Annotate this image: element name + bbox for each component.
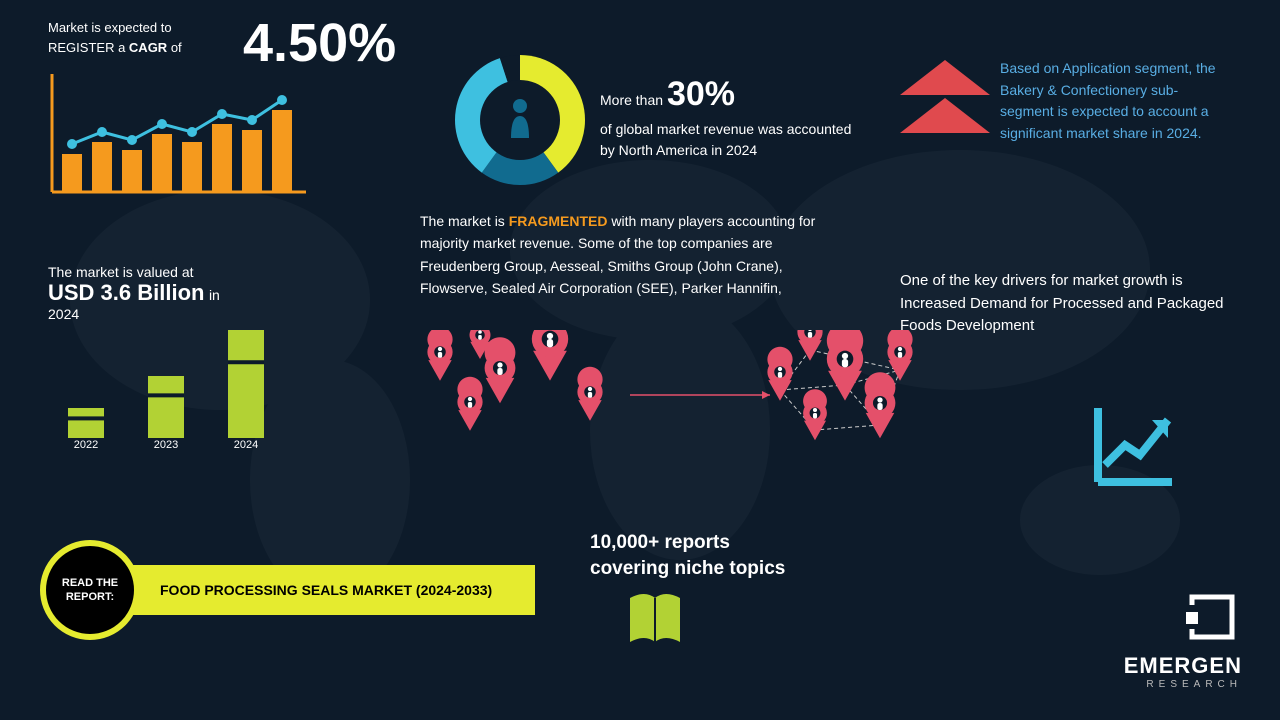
logo-name: EMERGEN <box>1124 653 1242 679</box>
valuation-amount: USD 3.6 Billion <box>48 280 204 305</box>
svg-text:2022: 2022 <box>74 439 98 450</box>
donut-big: 30% <box>667 75 735 113</box>
mini-bars-chart: 2022 2023 2024 <box>58 330 298 450</box>
emergen-logo: EMERGEN RESEARCH <box>1124 587 1242 690</box>
donut-text: More than 30% of global market revenue w… <box>600 70 860 160</box>
donut-chart <box>450 50 590 190</box>
valuation-block: The market is valued at USD 3.6 Billion … <box>48 264 308 322</box>
svg-text:2023: 2023 <box>154 439 178 450</box>
logo-sub: RESEARCH <box>1124 679 1242 690</box>
cagr-percent: 4.50% <box>243 12 396 74</box>
bakery-text: Based on Application segment, the Bakery… <box>1000 58 1230 145</box>
valuation-lead: The market is valued at <box>48 264 308 280</box>
reports-line1: 10,000+ reports <box>590 530 890 556</box>
logo-square-icon <box>1182 587 1242 647</box>
driver-text: One of the key drivers for market growth… <box>900 270 1230 338</box>
reports-line2: covering niche topics <box>590 556 890 582</box>
donut-rest: of global market revenue was accounted b… <box>600 121 851 157</box>
trend-icon <box>1090 400 1180 490</box>
report-badge[interactable]: FOOD PROCESSING SEALS MARKET (2024-2033)… <box>40 550 560 635</box>
donut-pre: More than <box>600 92 663 108</box>
red-arrows-icon <box>900 60 990 150</box>
reports-block: 10,000+ reports covering niche topics <box>590 530 890 581</box>
valuation-year: 2024 <box>48 306 308 322</box>
pins-network <box>380 330 940 470</box>
valuation-suffix: in <box>209 287 220 303</box>
fragmented-text: The market is FRAGMENTED with many playe… <box>420 210 820 300</box>
badge-circle: READ THE REPORT: <box>40 540 140 640</box>
fragmented-highlight: FRAGMENTED <box>509 213 608 229</box>
book-icon <box>625 590 685 645</box>
svg-text:2024: 2024 <box>234 439 258 450</box>
badge-bar: FOOD PROCESSING SEALS MARKET (2024-2033) <box>90 565 535 615</box>
combo-chart <box>48 72 308 202</box>
